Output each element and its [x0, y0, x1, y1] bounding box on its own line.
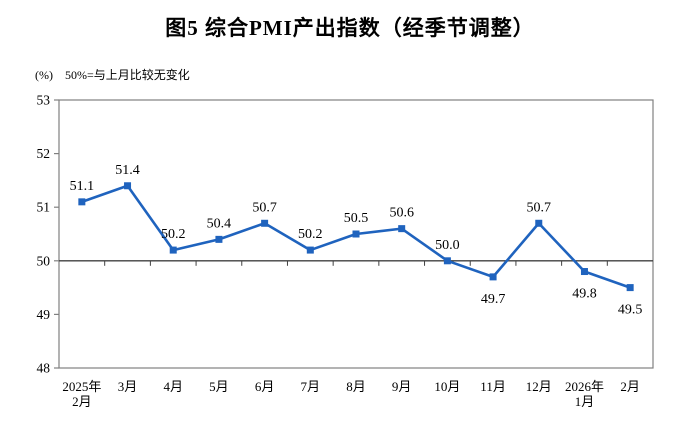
data-point-label: 51.1 [70, 179, 95, 194]
data-point-marker [169, 246, 177, 254]
x-axis-category-label: 9月 [392, 379, 412, 394]
data-point-label: 50.7 [252, 200, 277, 215]
chart-subtitle: (%) 50%=与上月比较无变化 [35, 66, 190, 83]
data-point-label: 50.0 [435, 238, 460, 253]
data-point-label: 51.4 [115, 163, 140, 178]
plot-border [58, 99, 654, 369]
x-axis-category-label: 5月 [209, 379, 229, 394]
x-axis-category-label: 7月 [301, 379, 321, 394]
data-point-marker [443, 257, 451, 265]
data-point-label: 50.7 [527, 200, 552, 215]
data-point-marker [215, 235, 223, 243]
data-point-label: 50.2 [161, 227, 186, 242]
x-axis-category-label: 3月 [118, 379, 138, 394]
data-point-label: 49.5 [618, 303, 643, 318]
data-point-label: 50.5 [344, 211, 369, 226]
x-axis-category-label: 12月 [526, 379, 552, 394]
data-point-marker [626, 284, 634, 292]
data-point-marker [489, 273, 497, 281]
y-axis-tick-label: 52 [37, 146, 51, 161]
data-point-label: 50.4 [207, 216, 232, 231]
y-axis-tick-label: 50 [37, 253, 51, 268]
y-axis-tick-label: 48 [37, 361, 51, 376]
y-axis-tick-label: 53 [37, 93, 51, 108]
data-point-marker [306, 246, 314, 254]
data-point-marker [580, 268, 588, 276]
data-point-marker [124, 182, 132, 190]
x-axis-category-label: 6月 [255, 379, 275, 394]
y-axis-tick-label: 49 [37, 307, 51, 322]
data-point-marker [535, 219, 543, 227]
data-point-marker [261, 219, 269, 227]
x-axis-category-label: 4月 [163, 379, 183, 394]
x-axis-category-label: 8月 [346, 379, 366, 394]
x-axis-category-label: 10月 [434, 379, 460, 394]
data-point-label: 49.7 [481, 292, 506, 307]
x-axis-category-label: 2025年 2月 [62, 379, 101, 409]
data-point-label: 49.8 [572, 287, 597, 302]
data-point-marker [352, 230, 360, 238]
data-point-label: 50.6 [389, 206, 414, 221]
data-point-label: 50.2 [298, 227, 323, 242]
chart-title: 图5 综合PMI产出指数（经季节调整） [165, 16, 535, 40]
x-axis-category-label: 2月 [620, 379, 640, 394]
data-point-marker [398, 225, 406, 233]
y-axis-unit-label: (%) [35, 68, 53, 82]
reference-note: 50%=与上月比较无变化 [65, 68, 190, 82]
data-point-marker [78, 198, 86, 206]
x-axis-category-label: 2026年 1月 [565, 379, 604, 409]
x-axis-category-label: 11月 [480, 379, 506, 394]
y-axis-tick-label: 51 [37, 200, 51, 215]
